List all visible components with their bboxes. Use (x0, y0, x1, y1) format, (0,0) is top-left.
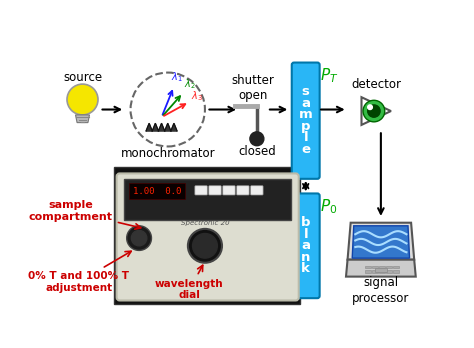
FancyBboxPatch shape (365, 266, 371, 268)
Polygon shape (75, 115, 90, 122)
Text: b
l
a
n
k: b l a n k (301, 216, 310, 275)
Polygon shape (346, 260, 416, 277)
FancyBboxPatch shape (117, 173, 299, 300)
FancyBboxPatch shape (386, 270, 392, 273)
Circle shape (250, 132, 264, 146)
FancyBboxPatch shape (292, 193, 319, 298)
FancyBboxPatch shape (251, 186, 263, 195)
FancyBboxPatch shape (113, 167, 300, 303)
FancyBboxPatch shape (393, 270, 399, 273)
Text: sample
compartment: sample compartment (29, 200, 141, 229)
FancyBboxPatch shape (124, 179, 291, 220)
Text: Spectronic 20: Spectronic 20 (181, 220, 229, 226)
FancyBboxPatch shape (373, 270, 378, 273)
FancyBboxPatch shape (374, 268, 387, 272)
Ellipse shape (363, 100, 385, 122)
FancyBboxPatch shape (223, 186, 235, 195)
Text: $\lambda_2$: $\lambda_2$ (184, 77, 196, 91)
Polygon shape (347, 223, 414, 260)
Text: $\lambda_1$: $\lambda_1$ (171, 70, 182, 84)
FancyBboxPatch shape (209, 186, 221, 195)
Text: wavelength
dial: wavelength dial (155, 265, 224, 301)
Circle shape (192, 234, 218, 258)
Text: closed: closed (238, 145, 276, 158)
FancyBboxPatch shape (129, 183, 185, 199)
FancyBboxPatch shape (237, 186, 249, 195)
Text: signal
processor: signal processor (352, 276, 410, 305)
Text: monochromator: monochromator (120, 147, 215, 160)
Circle shape (67, 84, 98, 115)
FancyBboxPatch shape (386, 266, 392, 268)
Text: $P_0$: $P_0$ (320, 197, 338, 216)
Text: shutter
open: shutter open (232, 74, 274, 102)
FancyBboxPatch shape (195, 186, 207, 195)
Circle shape (188, 229, 222, 263)
Polygon shape (352, 226, 410, 258)
Circle shape (127, 226, 152, 251)
Text: s
a
m
p
l
e: s a m p l e (299, 86, 312, 156)
FancyBboxPatch shape (292, 63, 319, 179)
FancyBboxPatch shape (365, 270, 371, 273)
Circle shape (131, 230, 147, 246)
Circle shape (368, 105, 380, 117)
Polygon shape (146, 124, 177, 131)
FancyBboxPatch shape (393, 266, 399, 268)
Circle shape (368, 105, 373, 110)
FancyBboxPatch shape (379, 270, 385, 273)
Text: 1.00  0.0: 1.00 0.0 (133, 187, 181, 196)
FancyBboxPatch shape (373, 266, 378, 268)
Text: $\lambda_3$: $\lambda_3$ (191, 89, 203, 103)
Text: $P_T$: $P_T$ (320, 66, 339, 85)
Text: detector: detector (351, 78, 401, 92)
Text: source: source (63, 71, 102, 85)
Text: 0% T and 100% T
adjustment: 0% T and 100% T adjustment (28, 251, 131, 293)
FancyBboxPatch shape (379, 266, 385, 268)
